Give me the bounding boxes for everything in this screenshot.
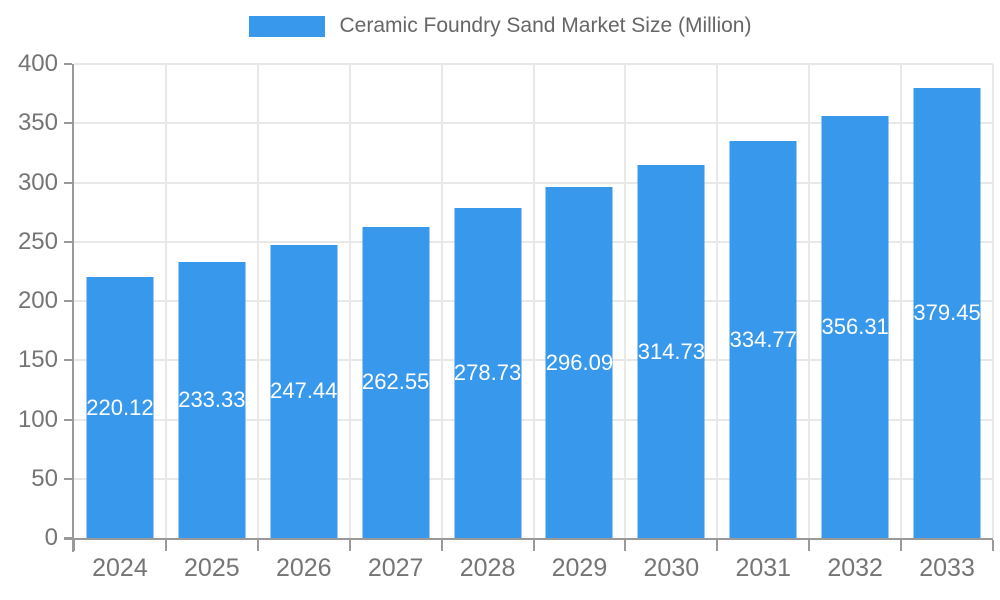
x-tick-mark (164, 540, 167, 551)
x-tick-mark (348, 540, 351, 551)
x-tick-label: 2025 (184, 554, 240, 582)
x-tick-mark (440, 540, 443, 551)
y-tick-mark (64, 122, 72, 125)
y-axis-ticks (64, 63, 72, 539)
x-tick-label: 2028 (459, 554, 516, 582)
y-tick-mark (64, 63, 72, 65)
y-tick-label: 100 (17, 405, 58, 433)
bar-value-label: 220.12 (86, 394, 154, 420)
legend[interactable]: Ceramic Foundry Sand Market Size (Millio… (0, 14, 1000, 38)
bar[interactable]: 262.55 (362, 226, 430, 538)
gridline-vertical (440, 64, 443, 538)
y-axis-labels: 0 50 100 150 200 250 300 350 400 (0, 50, 58, 551)
bar[interactable]: 356.31 (821, 115, 889, 538)
x-tick-label: 2029 (551, 554, 608, 582)
y-tick-label: 350 (17, 109, 58, 137)
x-tick-label: 2031 (735, 554, 792, 582)
x-axis-labels: 2024 2025 2026 2027 2028 2029 2030 2031 2032 2033 (74, 554, 993, 588)
x-tick-mark (992, 540, 994, 551)
y-tick-label: 0 (44, 524, 58, 551)
x-tick-mark (256, 540, 259, 551)
bar-value-label: 262.55 (362, 369, 430, 395)
bar-value-label: 278.73 (453, 359, 522, 385)
y-tick-mark (64, 181, 72, 184)
x-tick-label: 2032 (827, 554, 883, 582)
y-tick-label: 250 (17, 227, 58, 255)
y-tick-label: 400 (17, 50, 58, 77)
x-axis-ticks (73, 540, 994, 551)
gridline-vertical (164, 64, 167, 538)
plot-area: 220.12 233.33 247.44 262.55 278.73 296.09 314.… (74, 63, 994, 538)
legend-swatch-icon (248, 15, 325, 37)
x-tick-mark (808, 540, 811, 551)
bar-value-label: 356.31 (821, 313, 889, 339)
gridline-vertical (624, 64, 627, 538)
bar-value-label: 314.73 (637, 338, 705, 364)
y-tick-mark (64, 477, 72, 480)
bar[interactable]: 334.77 (730, 141, 797, 538)
gridline-vertical (716, 64, 719, 538)
x-tick-label: 2026 (275, 554, 332, 582)
gridline-vertical (900, 64, 903, 538)
y-tick-mark (64, 359, 72, 362)
y-tick-label: 200 (17, 287, 58, 314)
y-tick-mark (64, 537, 72, 539)
bar-value-label: 379.45 (913, 300, 981, 326)
y-tick-label: 300 (17, 168, 58, 196)
y-axis-line (72, 64, 74, 552)
x-axis-line (64, 538, 993, 540)
x-tick-mark (624, 540, 627, 551)
y-tick-mark (64, 300, 72, 302)
bar[interactable]: 314.73 (638, 165, 705, 538)
x-tick-label: 2024 (92, 554, 148, 582)
x-tick-mark (900, 540, 903, 551)
bar-value-label: 296.09 (545, 349, 614, 375)
bar[interactable]: 247.44 (270, 244, 338, 538)
bar[interactable]: 278.73 (453, 207, 522, 538)
gridline-vertical (992, 64, 994, 538)
bar[interactable]: 379.45 (913, 88, 981, 538)
gridline-vertical (348, 64, 351, 538)
bar[interactable]: 220.12 (86, 277, 154, 538)
y-tick-mark (64, 418, 72, 421)
bar-value-label: 233.33 (178, 386, 246, 412)
gridline-vertical (256, 64, 259, 538)
bar[interactable]: 296.09 (546, 187, 613, 538)
bar-value-label: 247.44 (270, 378, 338, 404)
y-tick-mark (64, 240, 72, 243)
x-tick-label: 2033 (919, 554, 975, 582)
legend-label: Ceramic Foundry Sand Market Size (Millio… (339, 14, 752, 37)
x-tick-mark (73, 540, 75, 551)
y-tick-label: 150 (17, 346, 58, 374)
x-tick-mark (532, 540, 535, 551)
bar[interactable]: 233.33 (178, 261, 246, 538)
gridline-vertical (532, 64, 535, 538)
x-tick-label: 2030 (643, 554, 700, 582)
x-tick-label: 2027 (367, 554, 424, 582)
bar-value-label: 334.77 (729, 326, 797, 352)
gridline-vertical (808, 64, 811, 538)
y-tick-label: 50 (31, 464, 58, 492)
x-tick-mark (716, 540, 719, 551)
